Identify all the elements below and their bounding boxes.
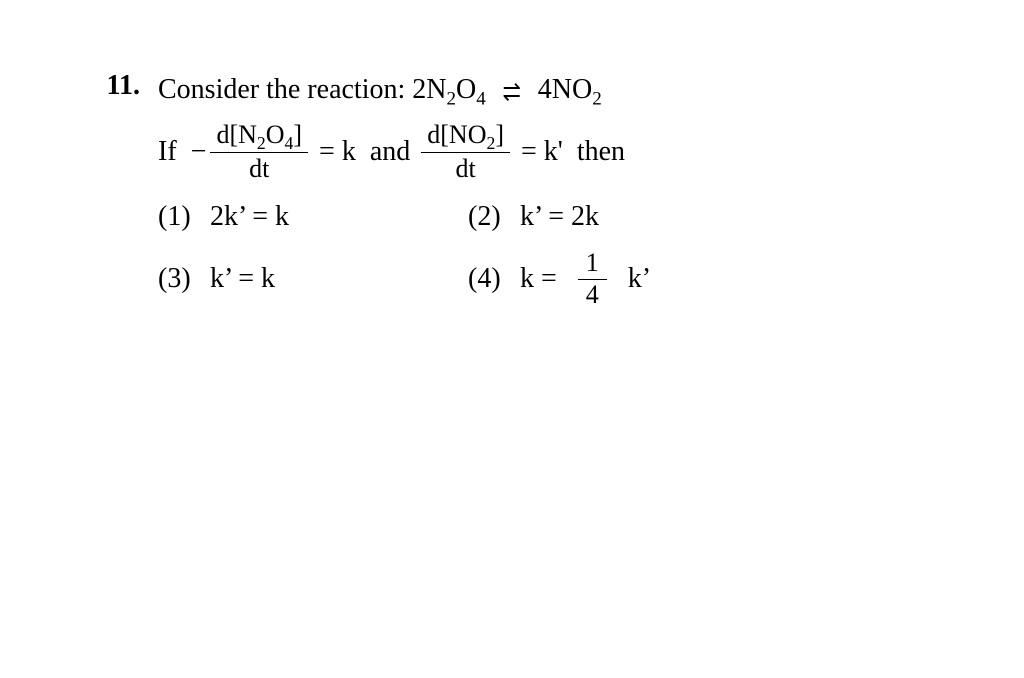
eq-k: = k: [312, 136, 363, 168]
option-4[interactable]: (4) k = 1 4 k’: [468, 249, 738, 309]
option-4-fraction: 1 4: [578, 249, 607, 309]
fraction-1-den: dt: [243, 153, 275, 184]
reaction-right-coef: 4NO: [538, 74, 592, 105]
options-grid: (1) 2k’ = k (2) k’ = 2k (3) k’ = k (4) k…: [158, 201, 1024, 309]
question-container: 11. Consider the reaction: 2N2O4 ⇀ ↽ 4NO…: [100, 70, 1024, 310]
reaction-left-oxide: O: [456, 74, 476, 105]
equilibrium-arrow-icon: ⇀ ↽: [495, 81, 529, 103]
frac1-mid: O: [266, 120, 285, 149]
then-text: then: [577, 136, 625, 168]
question-prompt: Consider the reaction: 2N2O4 ⇀ ↽ 4NO2: [158, 70, 1024, 109]
reaction-left-oxide-sub: 4: [476, 89, 486, 110]
eq-kprime: = k': [514, 136, 577, 168]
option-4-frac-den: 4: [578, 280, 607, 310]
if-text: If: [158, 136, 191, 168]
frac2-suffix: ]: [495, 120, 504, 149]
fraction-2-den: dt: [450, 153, 482, 184]
condition-line: If − d[N2O4] dt = k and d[NO2] dt = k' t…: [158, 121, 1024, 183]
and-text: and: [363, 136, 417, 168]
fraction-2: d[NO2] dt: [421, 121, 510, 183]
fraction-1: d[N2O4] dt: [210, 121, 308, 183]
reaction-left-coef: 2N: [412, 74, 446, 105]
option-2[interactable]: (2) k’ = 2k: [468, 201, 738, 233]
frac2-sub: 2: [486, 133, 495, 153]
frac1-suffix: ]: [293, 120, 302, 149]
frac1-sub1: 2: [257, 133, 266, 153]
option-1[interactable]: (1) 2k’ = k: [158, 201, 428, 233]
fraction-2-num: d[NO2]: [421, 121, 510, 153]
fraction-1-num: d[N2O4]: [210, 121, 308, 153]
frac1-prefix: d[N: [216, 120, 256, 149]
reaction-right-sub: 2: [592, 89, 602, 110]
option-2-label: (2): [468, 201, 510, 233]
option-4-prefix: k =: [520, 263, 564, 295]
minus-sign: −: [191, 136, 207, 168]
question-number: 11.: [100, 70, 140, 102]
question-body: Consider the reaction: 2N2O4 ⇀ ↽ 4NO2 If…: [158, 70, 1024, 310]
option-4-label: (4): [468, 263, 510, 295]
frac2-prefix: d[NO: [427, 120, 486, 149]
option-4-suffix: k’: [621, 263, 651, 295]
prompt-text: Consider the reaction:: [158, 74, 412, 105]
reaction-left-sub: 2: [447, 89, 457, 110]
arrow-left-icon: ↽: [495, 89, 529, 103]
option-3-label: (3): [158, 263, 200, 295]
option-1-text: 2k’ = k: [210, 201, 289, 233]
option-1-label: (1): [158, 201, 200, 233]
option-4-frac-num: 1: [578, 249, 607, 280]
option-3-text: k’ = k: [210, 263, 275, 295]
option-2-text: k’ = 2k: [520, 201, 599, 233]
option-3[interactable]: (3) k’ = k: [158, 249, 428, 309]
